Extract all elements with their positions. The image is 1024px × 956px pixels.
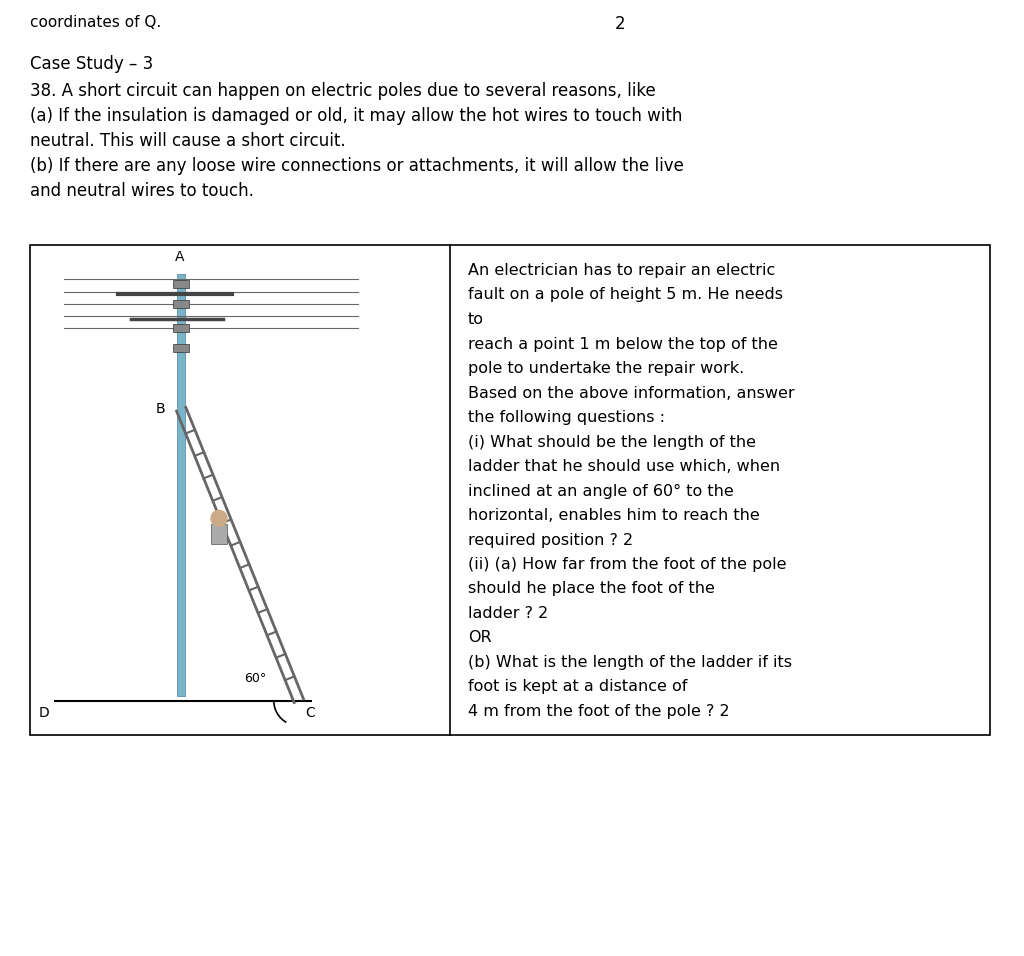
Bar (211, 524, 227, 544)
Text: ladder that he should use which, when: ladder that he should use which, when (468, 459, 780, 474)
Text: D: D (39, 706, 49, 720)
Circle shape (211, 511, 227, 527)
Text: ladder ? 2: ladder ? 2 (468, 606, 548, 621)
Text: reach a point 1 m below the top of the: reach a point 1 m below the top of the (468, 337, 778, 352)
Text: C: C (305, 706, 314, 720)
Text: B: B (156, 402, 165, 416)
Text: pole to undertake the repair work.: pole to undertake the repair work. (468, 361, 744, 376)
Text: should he place the foot of the: should he place the foot of the (468, 581, 715, 597)
Text: fault on a pole of height 5 m. He needs: fault on a pole of height 5 m. He needs (468, 288, 783, 302)
Text: (b) What is the length of the ladder if its: (b) What is the length of the ladder if … (468, 655, 792, 670)
Text: 60°: 60° (245, 672, 267, 685)
Bar (173, 344, 189, 352)
Text: the following questions :: the following questions : (468, 410, 665, 425)
Bar (177, 274, 185, 696)
Text: OR: OR (468, 631, 492, 645)
Bar (30, 245, 990, 735)
Text: Case Study – 3: Case Study – 3 (30, 55, 154, 73)
Bar (173, 300, 189, 308)
Text: horizontal, enables him to reach the: horizontal, enables him to reach the (468, 508, 760, 523)
Text: foot is kept at a distance of: foot is kept at a distance of (468, 680, 687, 694)
Text: to: to (468, 312, 484, 327)
Text: An electrician has to repair an electric: An electrician has to repair an electric (468, 263, 775, 278)
Text: Based on the above information, answer: Based on the above information, answer (468, 385, 795, 401)
Bar (173, 324, 189, 333)
Text: and neutral wires to touch.: and neutral wires to touch. (30, 182, 254, 200)
Text: coordinates of Q.: coordinates of Q. (30, 15, 161, 30)
Bar (173, 280, 189, 288)
Text: (b) If there are any loose wire connections or attachments, it will allow the li: (b) If there are any loose wire connecti… (30, 157, 684, 175)
Text: inclined at an angle of 60° to the: inclined at an angle of 60° to the (468, 484, 734, 498)
Text: (ii) (a) How far from the foot of the pole: (ii) (a) How far from the foot of the po… (468, 557, 786, 572)
Text: 4 m from the foot of the pole ? 2: 4 m from the foot of the pole ? 2 (468, 704, 730, 719)
Text: required position ? 2: required position ? 2 (468, 532, 633, 548)
Text: 38. A short circuit can happen on electric poles due to several reasons, like: 38. A short circuit can happen on electr… (30, 82, 655, 100)
Text: (i) What should be the length of the: (i) What should be the length of the (468, 434, 756, 449)
Text: (a) If the insulation is damaged or old, it may allow the hot wires to touch wit: (a) If the insulation is damaged or old,… (30, 107, 682, 125)
Text: 2: 2 (614, 15, 626, 33)
Text: neutral. This will cause a short circuit.: neutral. This will cause a short circuit… (30, 132, 346, 150)
Text: A: A (174, 250, 184, 265)
